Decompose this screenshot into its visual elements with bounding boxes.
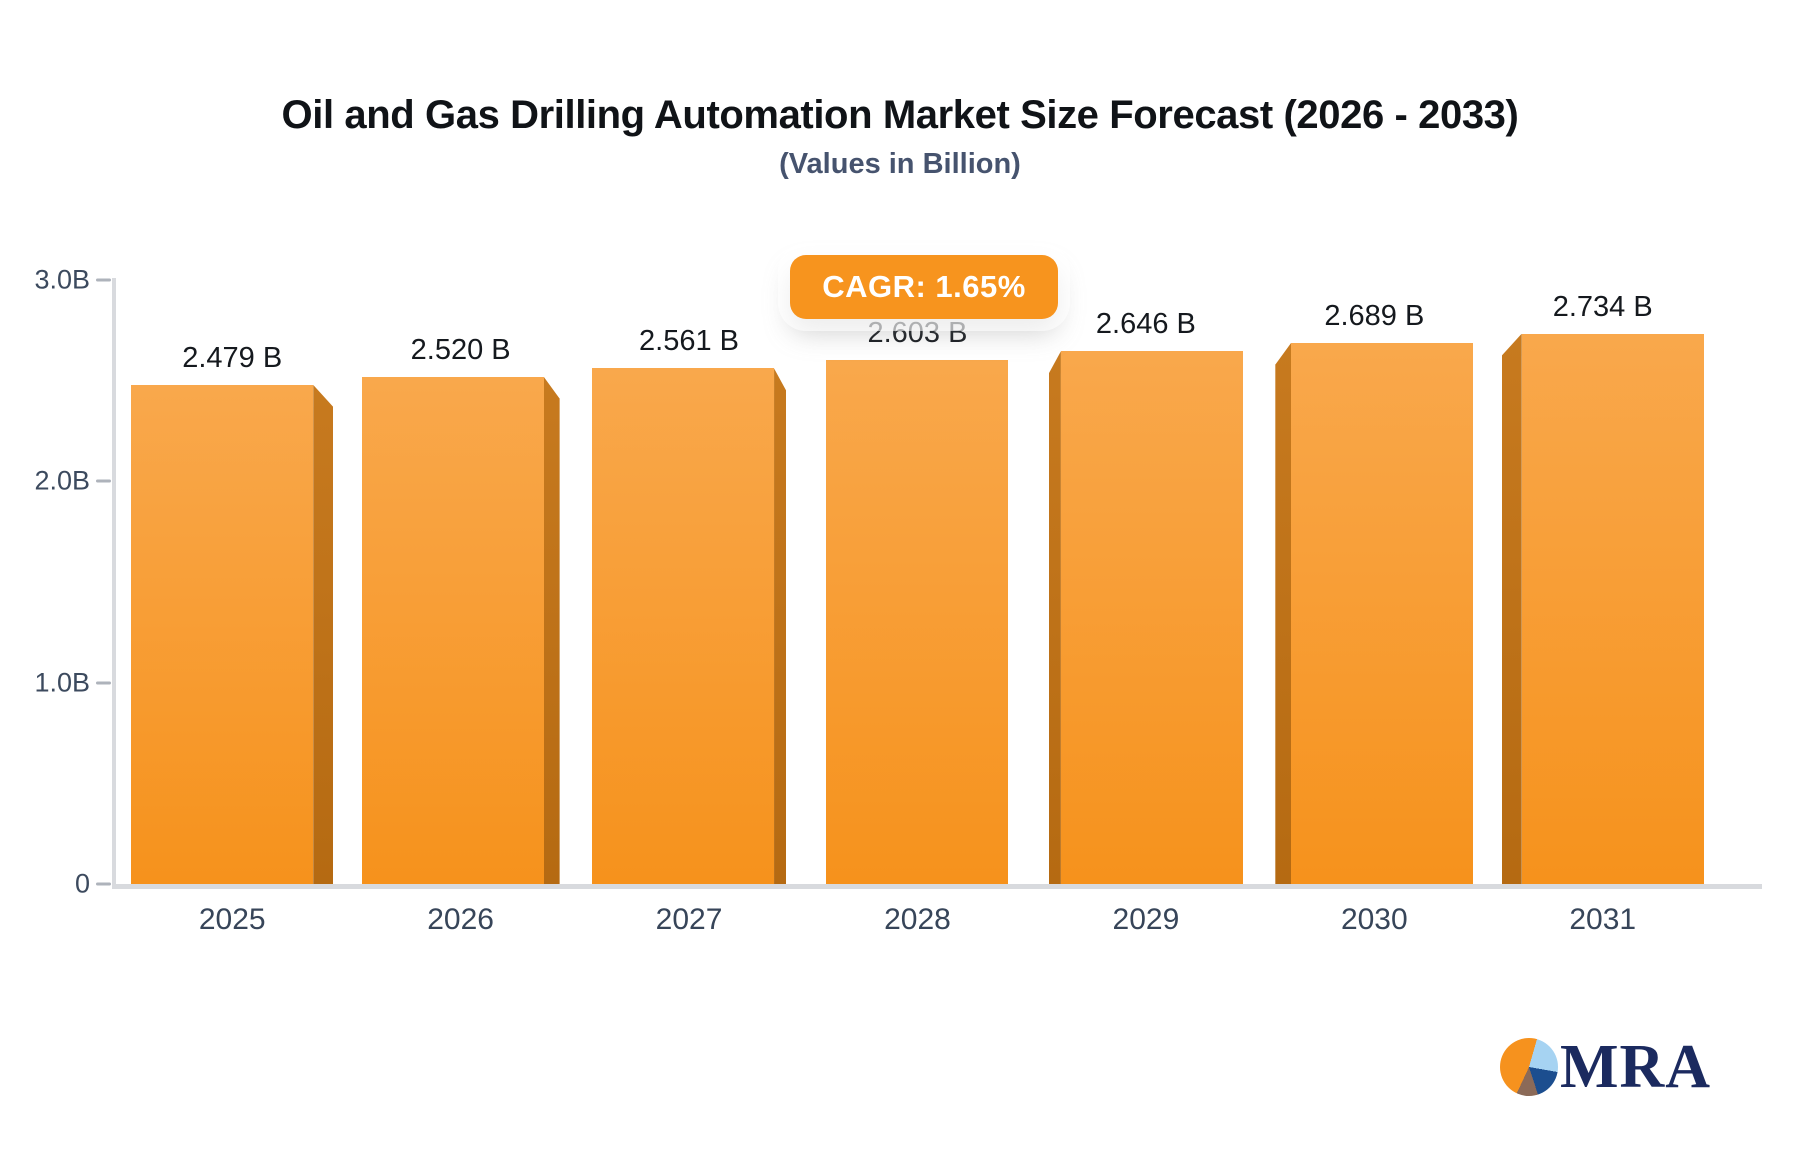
bar-face	[826, 359, 1009, 884]
bar-2028: 2.603 B	[826, 317, 1009, 884]
x-tick-label-2028: 2028	[884, 903, 951, 936]
bar-face	[1291, 342, 1474, 884]
bar-3d-side	[313, 384, 334, 884]
y-tick-label: 1.0B	[34, 667, 90, 698]
bar-group-2028: 2.603 B	[803, 280, 1031, 884]
bar-3d-side	[774, 368, 787, 884]
x-tick-label-2029: 2029	[1112, 903, 1180, 936]
bar-value-label: 2.603 B	[867, 316, 968, 349]
brand-logo-text: MRA	[1560, 1033, 1712, 1101]
bar-2030: 2.689 B	[1275, 300, 1474, 884]
y-tick-mark	[96, 882, 111, 886]
bar-3d-side	[543, 376, 560, 884]
bar-group-2029: 2.646 B	[1032, 280, 1260, 884]
bar-2029: 2.646 B	[1048, 308, 1243, 884]
bar-group-2031: 2.734 B	[1489, 280, 1717, 884]
bar-3d-side	[1048, 351, 1061, 884]
x-tick-label-2026: 2026	[427, 903, 494, 936]
bar-value-label: 2.689 B	[1324, 299, 1425, 332]
y-axis-line	[112, 278, 116, 889]
x-tick-label-2025: 2025	[198, 903, 266, 936]
y-tick-mark	[96, 681, 111, 685]
pie-logo-icon	[1500, 1038, 1558, 1096]
bar-value-label: 2.520 B	[410, 333, 511, 366]
x-axis-labels: 2025 2026 2027 2028 2029 2030 2031	[118, 903, 1717, 937]
x-tick-label-2031: 2031	[1569, 903, 1637, 936]
bar-face	[1521, 333, 1704, 884]
bar-group-2026: 2.520 B	[346, 280, 574, 884]
bar-2026: 2.520 B	[361, 334, 560, 884]
bar-group-2030: 2.689 B	[1260, 280, 1488, 884]
bar-face	[361, 376, 544, 884]
bar-3d-side	[1275, 342, 1292, 884]
x-tick-label-2030: 2030	[1340, 903, 1408, 936]
bar-face	[592, 368, 775, 884]
brand-logo: MRA	[1500, 1033, 1712, 1101]
y-tick-label: 2.0B	[34, 465, 90, 496]
chart-subtitle: (Values in Billion)	[779, 148, 1021, 180]
bar-2031: 2.734 B	[1501, 291, 1704, 884]
bar-group-2025: 2.479 B	[118, 280, 346, 884]
x-tick-label-2027: 2027	[655, 903, 723, 936]
x-baseline	[112, 884, 1762, 889]
bar-value-label: 2.561 B	[639, 325, 740, 358]
y-tick-label: 0	[74, 868, 90, 899]
bar-face	[1060, 351, 1243, 884]
bar-value-label: 2.479 B	[182, 341, 283, 374]
bar-value-label: 2.646 B	[1095, 308, 1196, 341]
y-tick-mark	[96, 479, 111, 483]
y-axis: 3.0B 2.0B 1.0B 0	[0, 265, 118, 899]
bar-2025: 2.479 B	[131, 342, 334, 884]
bars-area: 2.479 B 2.520 B 2.561 B 2.603 B 2.646 B 2.689…	[118, 280, 1717, 884]
chart-title: Oil and Gas Drilling Automation Market S…	[281, 93, 1519, 137]
cagr-badge: CAGR: 1.65%	[790, 255, 1058, 319]
bar-face	[131, 384, 314, 884]
y-tick-mark	[96, 278, 111, 282]
bar-2027: 2.561 B	[592, 325, 787, 884]
y-tick-label: 3.0B	[34, 264, 90, 295]
bar-group-2027: 2.561 B	[575, 280, 803, 884]
bar-3d-side	[1501, 333, 1522, 884]
bar-value-label: 2.734 B	[1552, 290, 1653, 323]
